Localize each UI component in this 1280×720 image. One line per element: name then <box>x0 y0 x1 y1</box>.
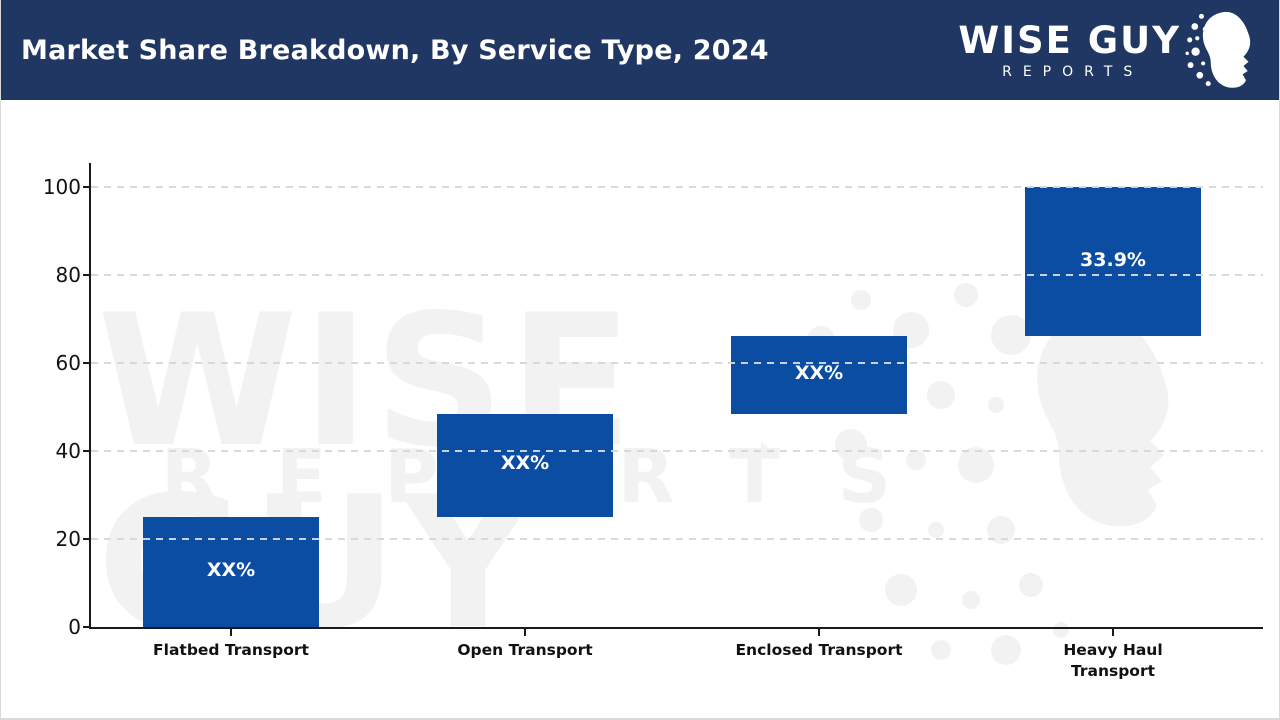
chart-title: Market Share Breakdown, By Service Type,… <box>21 34 769 66</box>
ytick-label-100: 100 <box>42 175 81 199</box>
xtick-mark-0 <box>230 629 232 636</box>
ytick-mark-60 <box>83 362 91 364</box>
ytick-label-80: 80 <box>55 263 81 287</box>
bar-open-transport <box>437 413 613 517</box>
bar-value-label: 33.9% <box>1080 248 1146 271</box>
y-axis-spine <box>89 163 91 629</box>
ytick-mark-20 <box>83 538 91 540</box>
xtick-mark-2 <box>818 629 820 636</box>
ytick-label-60: 60 <box>55 351 81 375</box>
ytick-label-40: 40 <box>55 439 81 463</box>
ytick-label-20: 20 <box>55 527 81 551</box>
wiseguy-logo: WISE GUY REPORTS <box>958 8 1267 92</box>
bar-enclosed-transport <box>731 336 907 414</box>
bar-value-label: XX% <box>500 452 550 475</box>
bar-flatbed-transport <box>143 517 319 627</box>
gridline-y60 <box>91 362 1263 364</box>
ytick-mark-100 <box>83 186 91 188</box>
logo-subtitle: REPORTS <box>1002 63 1144 80</box>
ytick-label-0: 0 <box>68 615 81 639</box>
bar-heavy-haul-transport <box>1025 187 1201 337</box>
category-label: Open Transport <box>457 641 593 659</box>
watermark-head-icon <box>761 253 1169 665</box>
category-label: Flatbed Transport <box>153 641 309 659</box>
ytick-mark-80 <box>83 274 91 276</box>
wiseguy-head-icon <box>1185 11 1251 88</box>
logo-wordmark: WISE GUY <box>958 18 1181 62</box>
x-axis-spine <box>89 627 1263 629</box>
ytick-mark-0 <box>83 626 91 628</box>
chart-area: WISE GUY REPORTS 020406080100XX%Flatbed … <box>1 100 1279 718</box>
ytick-mark-40 <box>83 450 91 452</box>
bar-value-label: XX% <box>206 559 256 581</box>
gridline-y20 <box>91 538 1263 540</box>
xtick-mark-3 <box>1112 629 1114 636</box>
wiseguy-logo-text: WISE GUY REPORTS <box>958 22 1181 79</box>
category-label: Enclosed Transport <box>735 641 903 659</box>
gridline-y40 <box>91 450 1263 452</box>
gridline-y100 <box>91 186 1263 188</box>
xtick-mark-1 <box>524 629 526 636</box>
header-banner: Market Share Breakdown, By Service Type,… <box>1 0 1279 100</box>
gridline-y80 <box>91 274 1263 276</box>
category-label: Heavy Haul Transport <box>1063 641 1163 680</box>
bar-value-label: XX% <box>794 361 844 384</box>
